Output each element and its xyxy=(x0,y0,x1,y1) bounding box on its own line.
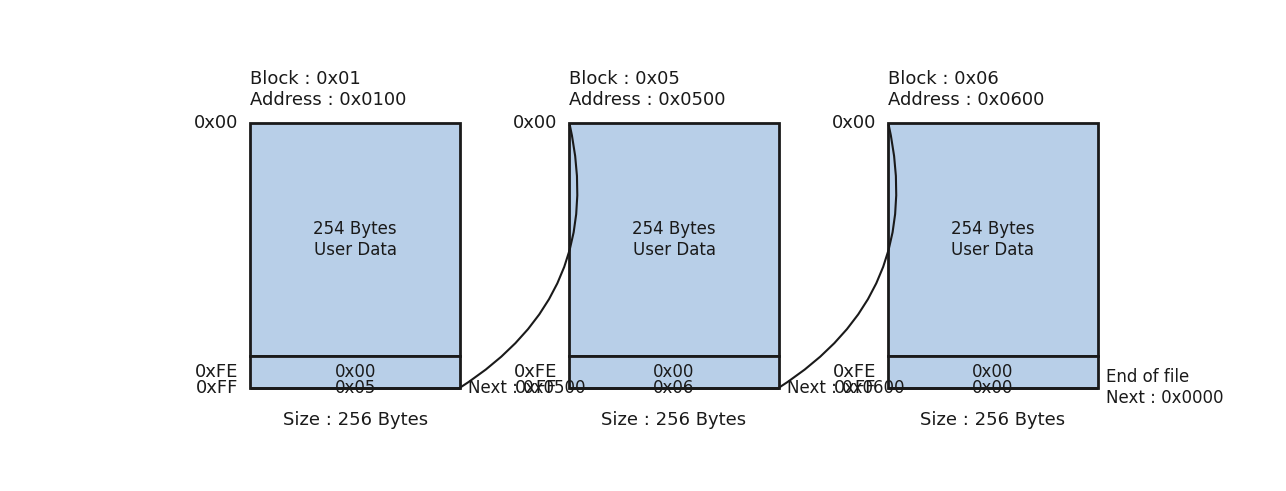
Text: 0x00: 0x00 xyxy=(653,363,694,381)
Text: Block : 0x06
Address : 0x0600: Block : 0x06 Address : 0x0600 xyxy=(889,70,1044,109)
Text: End of file
Next : 0x0000: End of file Next : 0x0000 xyxy=(1106,368,1223,407)
Text: 0x06: 0x06 xyxy=(653,379,694,397)
Text: 0xFF: 0xFF xyxy=(514,379,557,397)
FancyArrowPatch shape xyxy=(779,125,896,388)
Text: 0x00: 0x00 xyxy=(334,363,376,381)
Text: 0xFF: 0xFF xyxy=(195,379,238,397)
Text: 0x00: 0x00 xyxy=(972,379,1013,397)
Text: 254 Bytes
User Data: 254 Bytes User Data xyxy=(952,220,1035,259)
Text: Size : 256 Bytes: Size : 256 Bytes xyxy=(921,410,1066,429)
Bar xyxy=(570,355,779,388)
Text: Next : 0x0600: Next : 0x0600 xyxy=(787,379,904,397)
Bar xyxy=(889,355,1098,388)
Text: 254 Bytes
User Data: 254 Bytes User Data xyxy=(633,220,716,259)
Text: 0xFE: 0xFE xyxy=(514,363,557,381)
Text: 0x00: 0x00 xyxy=(194,114,238,132)
Text: Next : 0x0500: Next : 0x0500 xyxy=(468,379,585,397)
Text: 0xFE: 0xFE xyxy=(833,363,876,381)
Text: 0xFF: 0xFF xyxy=(833,379,876,397)
Text: 0x00: 0x00 xyxy=(972,363,1013,381)
Bar xyxy=(251,355,460,388)
FancyArrowPatch shape xyxy=(460,125,577,388)
Text: Size : 256 Bytes: Size : 256 Bytes xyxy=(602,410,747,429)
Bar xyxy=(570,123,779,355)
Text: 0x00: 0x00 xyxy=(513,114,557,132)
Text: 0xFE: 0xFE xyxy=(195,363,238,381)
Text: Size : 256 Bytes: Size : 256 Bytes xyxy=(283,410,428,429)
Text: Block : 0x01
Address : 0x0100: Block : 0x01 Address : 0x0100 xyxy=(251,70,406,109)
Text: 0x05: 0x05 xyxy=(334,379,376,397)
Text: 254 Bytes
User Data: 254 Bytes User Data xyxy=(314,220,397,259)
Bar xyxy=(889,123,1098,355)
Text: 0x00: 0x00 xyxy=(832,114,876,132)
Text: Block : 0x05
Address : 0x0500: Block : 0x05 Address : 0x0500 xyxy=(570,70,725,109)
Bar xyxy=(251,123,460,355)
